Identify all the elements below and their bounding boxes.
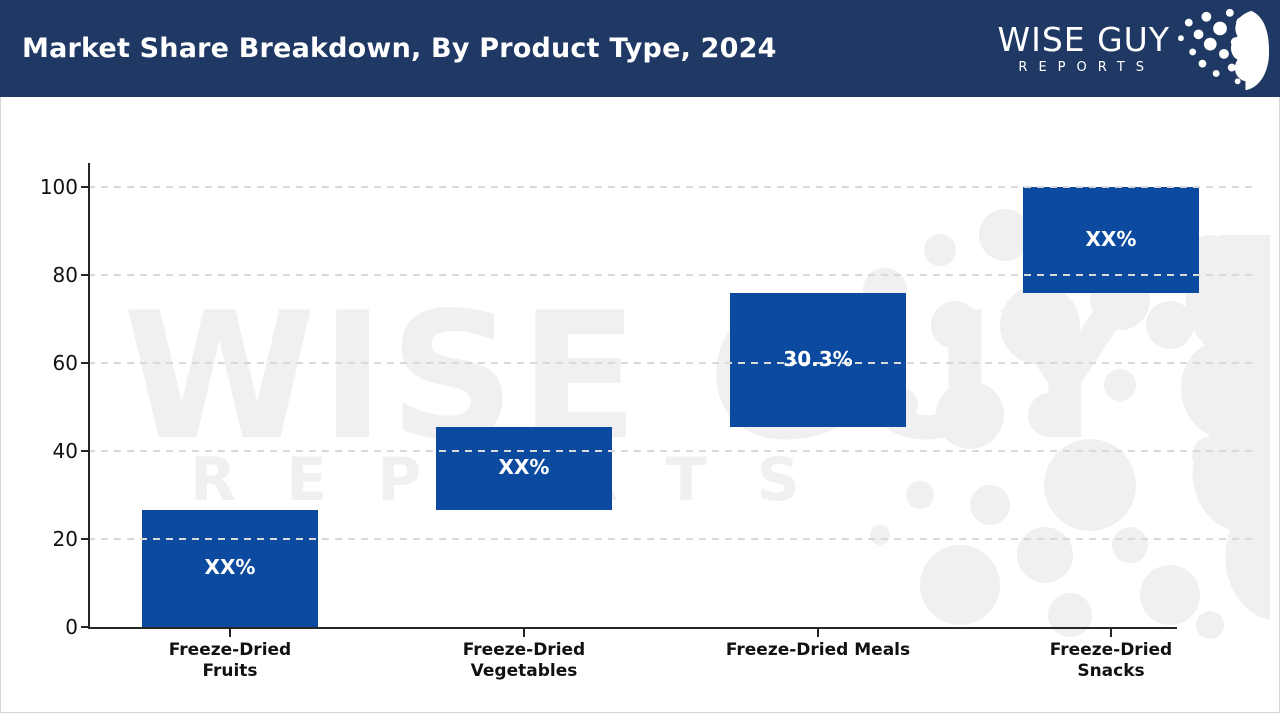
y-axis-tick xyxy=(81,626,88,628)
bar-segment xyxy=(730,293,906,427)
y-tick-label: 60 xyxy=(52,351,78,375)
y-tick-label: 0 xyxy=(65,615,78,639)
bar-value-label: XX% xyxy=(1085,227,1137,252)
y-axis-tick xyxy=(81,362,88,364)
page-title: Market Share Breakdown, By Product Type,… xyxy=(22,33,777,64)
x-category-label-line: Freeze-Dried xyxy=(462,640,586,660)
x-axis-tick xyxy=(1110,629,1112,637)
y-tick-label: 20 xyxy=(52,527,78,551)
x-category-label: Freeze-Dried Meals xyxy=(678,640,958,661)
gridline xyxy=(88,186,1253,188)
x-category-label-line: Snacks xyxy=(1077,661,1145,681)
bar-segment xyxy=(436,426,612,510)
x-category-label: Freeze-Dried Snacks xyxy=(971,640,1251,682)
y-axis-tick xyxy=(81,450,88,452)
brand-logo-text: WISE GUY REPORTS xyxy=(997,20,1170,76)
gridline xyxy=(88,538,1253,540)
x-axis-tick xyxy=(817,629,819,637)
brand-logo: WISE GUY REPORTS xyxy=(997,6,1272,92)
y-axis-spine xyxy=(88,163,90,629)
x-category-label-line: Freeze-Dried xyxy=(168,640,292,660)
x-category-label: Freeze-Dried Vegetables xyxy=(384,640,664,682)
x-category-label-line: Freeze-Dried Meals xyxy=(725,640,911,660)
x-axis-tick xyxy=(229,629,231,637)
bar-value-label: XX% xyxy=(204,555,256,580)
header: Market Share Breakdown, By Product Type,… xyxy=(0,0,1280,97)
face-logo-icon xyxy=(1178,8,1270,91)
gridline xyxy=(88,274,1253,276)
bar-value-label: XX% xyxy=(498,455,550,480)
gridline xyxy=(88,362,1253,364)
y-tick-label: 40 xyxy=(52,439,78,463)
y-axis-tick xyxy=(81,186,88,188)
x-category-label-line: Freeze-Dried xyxy=(1049,640,1173,660)
y-tick-label: 80 xyxy=(52,263,78,287)
x-category-label-line: Vegetables xyxy=(470,661,578,681)
content-frame-border xyxy=(0,97,1280,713)
x-category-label-line: Fruits xyxy=(202,661,258,681)
x-axis-spine xyxy=(88,627,1177,629)
y-tick-label: 100 xyxy=(39,175,78,199)
y-axis-tick xyxy=(81,274,88,276)
brand-name: WISE GUY xyxy=(997,20,1170,59)
bar-value-label: 30.3% xyxy=(783,347,853,372)
bar-segment xyxy=(142,509,318,627)
x-axis-tick xyxy=(523,629,525,637)
brand-sub: REPORTS xyxy=(1018,60,1156,75)
y-axis-tick xyxy=(81,538,88,540)
x-category-label: Freeze-Dried Fruits xyxy=(90,640,370,682)
gridline xyxy=(88,450,1253,452)
